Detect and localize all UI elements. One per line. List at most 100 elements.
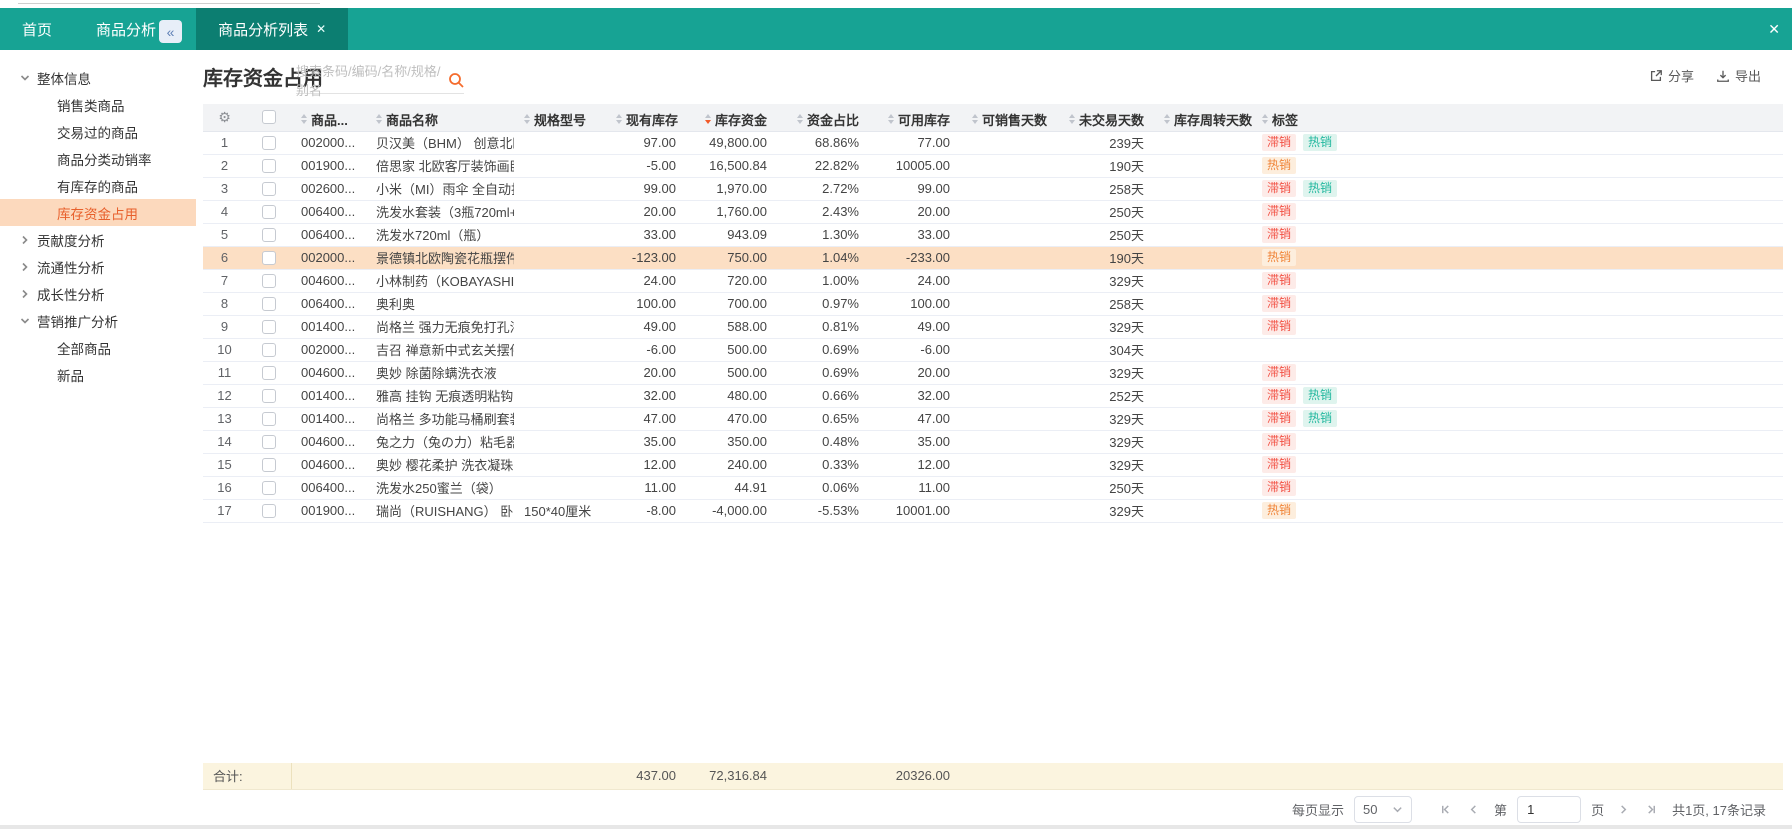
table-row[interactable]: 14004600...兔之力（兔の力）粘毛器粘35.00350.000.48%3… [203, 430, 1783, 454]
sidebar-item-营销推广分析[interactable]: 营销推广分析 [0, 307, 196, 334]
table-row[interactable]: 17 001900...瑞尚（RUISHANG） 卧室装150*40厘米-8.00… [203, 499, 1783, 523]
table-row[interactable]: 8 006400... 奥利奥 100.00 700.00 0.97% 100.00 258天… [203, 292, 1783, 316]
sort-icon[interactable] [524, 114, 530, 124]
sort-icon[interactable] [1262, 114, 1268, 124]
sort-icon[interactable] [616, 114, 622, 124]
column-header-code[interactable]: 商品... [291, 104, 366, 132]
row-checkbox[interactable] [261, 365, 276, 380]
column-header-sale-days[interactable]: 可销售天数 [960, 104, 1057, 132]
row-checkbox[interactable] [261, 480, 276, 495]
cell-name: 倍思家 北欧客厅装饰画卧室 [366, 154, 514, 178]
sidebar-item-库存资金占用[interactable]: 库存资金占用 [0, 199, 196, 226]
chevron-right-icon[interactable] [20, 235, 30, 245]
sort-icon[interactable] [1068, 114, 1075, 124]
table-row[interactable]: 1 002000...贝汉美（BHM） 创意北欧客 97.0049,800.0068… [203, 131, 1783, 155]
row-checkbox[interactable] [261, 296, 276, 311]
sort-icon[interactable] [1164, 114, 1170, 124]
row-checkbox-cell [246, 453, 291, 477]
column-header-tags[interactable]: 标签 [1252, 104, 1783, 132]
column-settings-gear-icon[interactable]: ⚙ [218, 108, 231, 125]
column-header-available[interactable]: 可用库存 [869, 104, 960, 132]
sidebar-item-成长性分析[interactable]: 成长性分析 [0, 280, 196, 307]
column-header-stock[interactable]: 现有库存 [606, 104, 686, 132]
sidebar-item-label: 商品分类动销率 [57, 152, 152, 168]
share-button[interactable]: 分享 [1649, 66, 1694, 85]
column-header-name[interactable]: 商品名称 [366, 104, 514, 132]
table-row[interactable]: 6 002000...景德镇北欧陶瓷花瓶摆件 仿 -123.00750.001.04… [203, 246, 1783, 270]
per-page-select[interactable]: 50 [1354, 795, 1413, 823]
column-header-ratio[interactable]: 资金占比 [777, 104, 869, 132]
row-checkbox[interactable] [261, 250, 276, 265]
last-page-button[interactable] [1642, 796, 1660, 823]
sidebar-item-整体信息[interactable]: 整体信息 [0, 64, 196, 91]
sidebar-item-贡献度分析[interactable]: 贡献度分析 [0, 226, 196, 253]
tag-badge: 滞销 [1262, 318, 1297, 335]
row-checkbox[interactable] [261, 457, 276, 472]
row-checkbox[interactable] [261, 411, 276, 426]
cell-stock: -123.00 [606, 246, 686, 270]
column-header-fund[interactable]: 库存资金 [686, 104, 777, 132]
chevron-right-icon[interactable] [20, 289, 30, 299]
search-icon[interactable] [448, 72, 464, 88]
page-number-input[interactable]: 1 [1517, 795, 1582, 823]
sort-icon[interactable] [971, 114, 978, 124]
sort-icon-active-desc[interactable] [704, 114, 711, 124]
column-header-no-trade-days[interactable]: 未交易天数 [1057, 104, 1154, 132]
cell-tags [1252, 338, 1783, 362]
sidebar-item-销售类商品[interactable]: 销售类商品 [0, 91, 196, 118]
row-checkbox[interactable] [261, 388, 276, 403]
chevron-down-icon[interactable] [20, 316, 30, 326]
column-header-turnover-days[interactable]: 库存周转天数 [1154, 104, 1252, 132]
row-checkbox[interactable] [261, 434, 276, 449]
window-close-icon[interactable]: ✕ [1768, 20, 1780, 37]
row-checkbox[interactable] [261, 158, 276, 173]
tab-close-icon[interactable]: ✕ [316, 22, 327, 36]
table-row[interactable]: 4006400...洗发水套装（3瓶720ml+1瓶20.001,760.002… [203, 200, 1783, 224]
next-page-button[interactable] [1614, 796, 1632, 823]
sidebar-item-有库存的商品[interactable]: 有库存的商品 [0, 172, 196, 199]
sidebar-item-交易过的商品[interactable]: 交易过的商品 [0, 118, 196, 145]
row-checkbox[interactable] [261, 503, 276, 518]
sidebar-item-商品分类动销率[interactable]: 商品分类动销率 [0, 145, 196, 172]
export-button[interactable]: 导出 [1716, 66, 1761, 85]
row-checkbox[interactable] [261, 273, 276, 288]
table-row[interactable]: 7004600...小林制药（KOBAYASHI）日24.00720.001.0… [203, 269, 1783, 293]
chevron-right-icon[interactable] [20, 262, 30, 272]
table-row[interactable]: 11 004600... 奥妙 除菌除螨洗衣液 20.00 500.00 0.69% 20.… [203, 361, 1783, 385]
row-checkbox[interactable] [261, 204, 276, 219]
prev-page-button[interactable] [1464, 796, 1482, 823]
table-row[interactable]: 16 006400... 洗发水250蜜兰（袋） 11.00 44.91 0.06% 11.… [203, 476, 1783, 500]
cell-name: 洗发水套装（3瓶720ml+1瓶 [366, 200, 514, 224]
table-row[interactable]: 5 006400... 洗发水720ml（瓶） 33.00 943.09 1.30% 33.… [203, 223, 1783, 247]
row-checkbox[interactable] [261, 319, 276, 334]
sort-icon[interactable] [376, 114, 382, 124]
row-checkbox[interactable] [261, 135, 276, 150]
sort-icon[interactable] [796, 114, 803, 124]
sidebar-item-全部商品[interactable]: 全部商品 [0, 334, 196, 361]
sidebar-item-流通性分析[interactable]: 流通性分析 [0, 253, 196, 280]
sidebar-collapse-button[interactable]: « [159, 20, 182, 43]
sidebar-item-新品[interactable]: 新品 [0, 361, 196, 388]
row-checkbox[interactable] [261, 181, 276, 196]
column-header-spec[interactable]: 规格型号 [514, 104, 606, 132]
first-page-button[interactable] [1436, 796, 1454, 823]
sort-icon[interactable] [887, 114, 894, 124]
tab-home[interactable]: 首页 [0, 8, 74, 50]
cell-stock: 11.00 [606, 476, 686, 500]
row-checkbox[interactable] [261, 342, 276, 357]
search-input[interactable]: 搜索条码/编码/名称/规格/别名 [296, 64, 464, 98]
sort-icon[interactable] [301, 114, 307, 124]
page-title: 库存资金占用 [203, 68, 323, 90]
cell-name: 尚格兰 强力无痕免打孔浴室 [366, 315, 514, 339]
select-all-checkbox[interactable] [261, 110, 276, 125]
chevron-down-icon[interactable] [20, 73, 30, 83]
table-row[interactable]: 2 001900...倍思家 北欧客厅装饰画卧室 -5.0016,500.8422.… [203, 154, 1783, 178]
row-checkbox[interactable] [261, 227, 276, 242]
tab-product-analysis-list[interactable]: 商品分析列表 ✕ [196, 8, 349, 50]
